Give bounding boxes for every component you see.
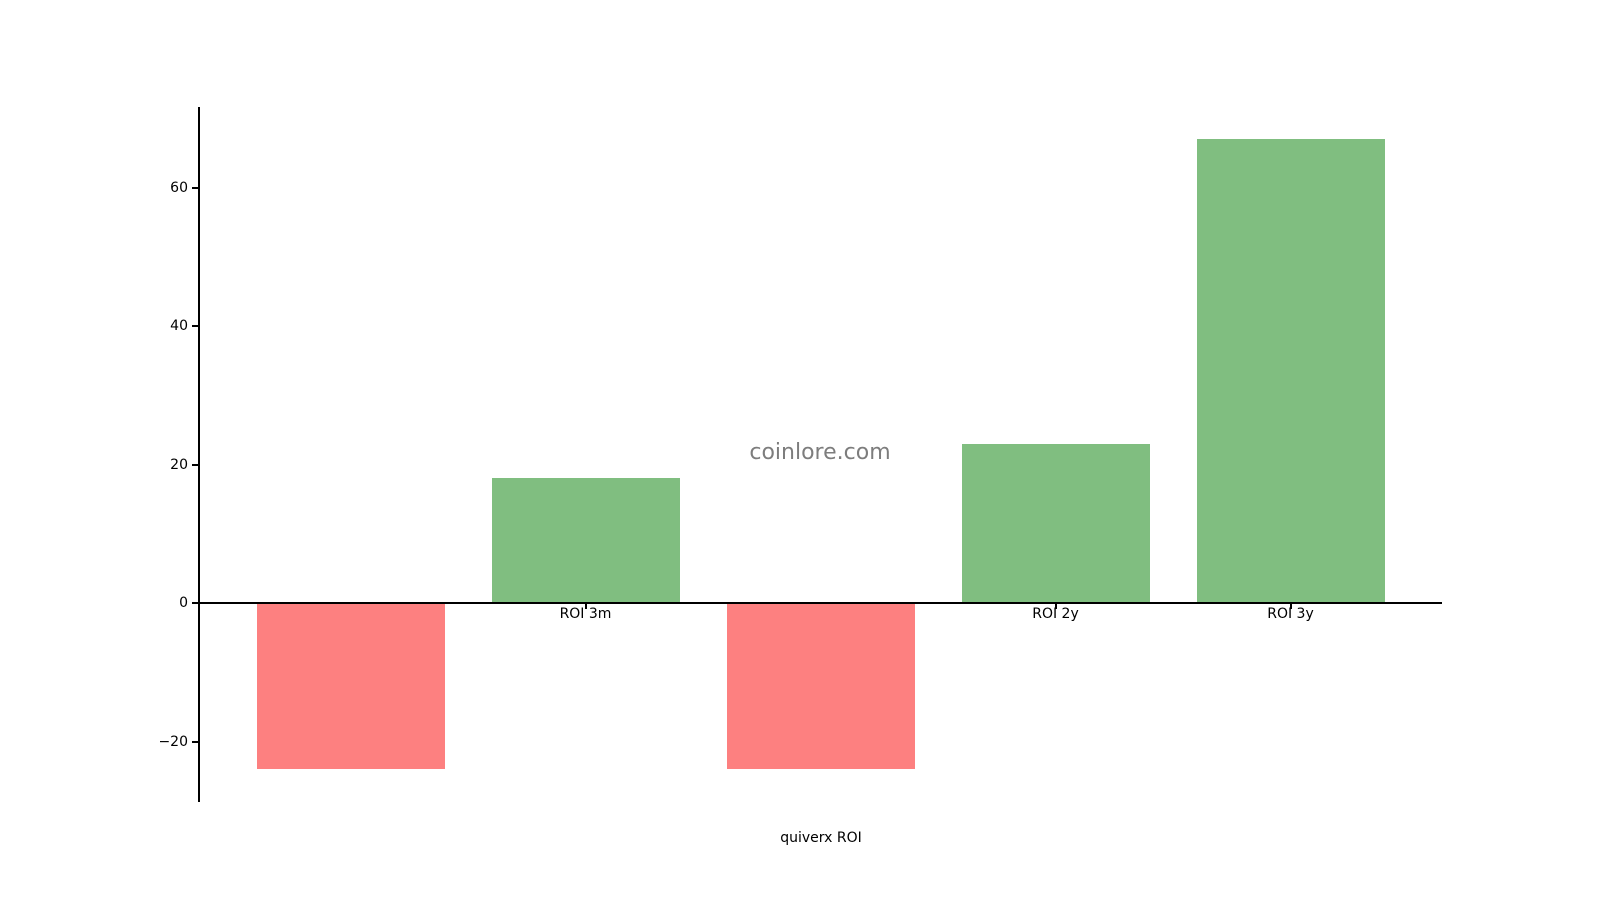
x-tick-mark [584,603,587,609]
bar-roi-3y [1196,139,1385,603]
y-tick-label: 40 [170,318,188,334]
y-tick-mark [192,602,199,604]
x-tick-mark [1289,603,1292,609]
watermark-text: coinlore.com [749,440,891,465]
y-tick-mark [192,740,199,743]
y-tick-label: 60 [170,179,188,196]
x-axis-line [198,602,1442,604]
x-tick-label: ROI 2y [1032,606,1079,622]
bar-roi-2y [961,443,1150,603]
y-tick-mark [192,325,199,327]
x-tick-mark [1054,603,1057,609]
x-tick-label: ROI 3y [1267,606,1314,622]
x-tick-label: ROI 3m [559,606,612,622]
bar-neg-0 [256,603,445,770]
y-tick-mark [192,186,199,189]
y-tick-label: −20 [158,733,188,750]
bar-neg-2 [726,603,915,770]
x-axis-title: quiverx ROI [780,830,862,846]
y-tick-mark [192,463,199,466]
y-tick-label: 20 [170,456,188,473]
bar-roi-3m [491,478,680,603]
y-axis-line [198,107,200,802]
y-tick-label: 0 [179,595,188,611]
